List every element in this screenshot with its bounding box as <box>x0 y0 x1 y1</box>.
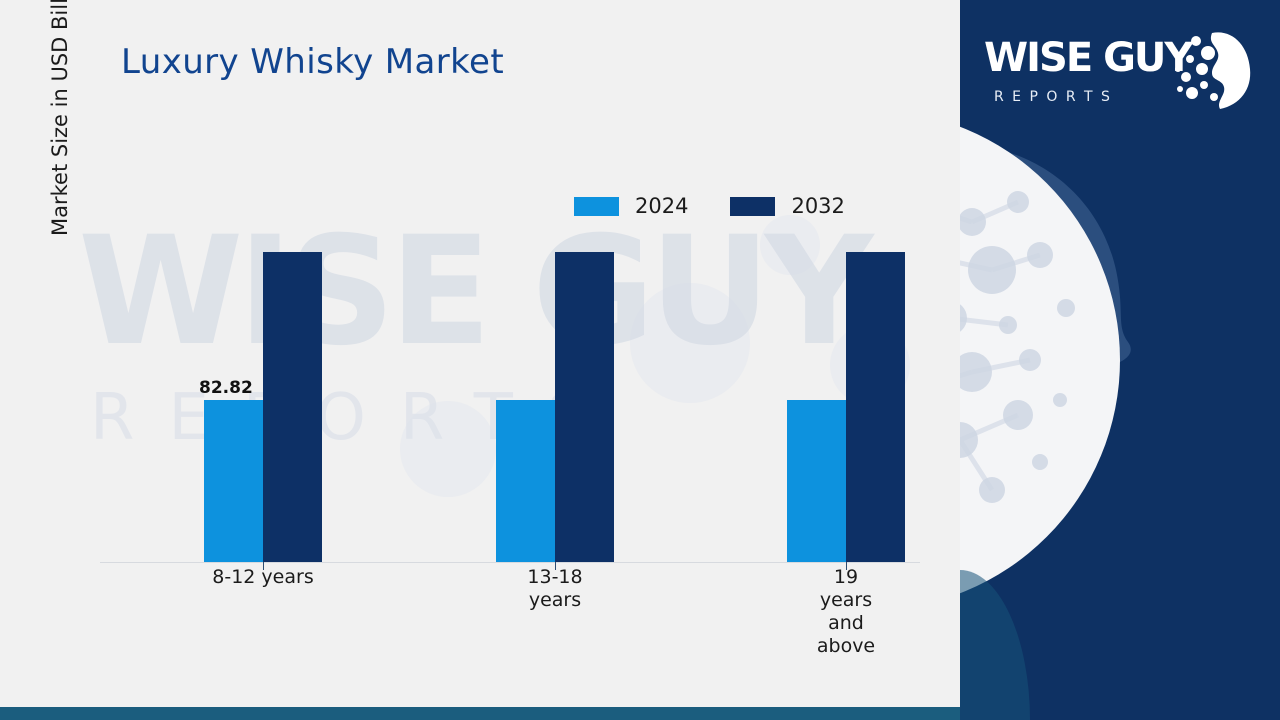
axis-tick-2 <box>846 562 847 570</box>
chart-legend: 2024 2032 <box>574 194 845 218</box>
footer-strip <box>0 707 960 720</box>
svg-text:R E P O R T S: R E P O R T S <box>994 89 1112 105</box>
bar-2032-8-12-years[interactable] <box>263 252 322 562</box>
plot-area: 82.82 8-12 years 13-18 years 19 years an… <box>100 252 920 657</box>
x-axis-line <box>100 562 920 563</box>
brand-logo: WISE GUY R E P O R T S <box>984 32 1251 110</box>
category-label-8-12-years: 8-12 years <box>212 566 314 588</box>
legend-item-2032[interactable]: 2032 <box>730 194 845 218</box>
bar-2032-19-years-and-above[interactable] <box>846 252 905 562</box>
category-label-19-years-and-above: 19 years and above <box>816 566 876 657</box>
legend-label-2032: 2032 <box>791 194 845 218</box>
legend-swatch-2024 <box>574 196 619 216</box>
network-dots-icon <box>960 191 1075 503</box>
axis-tick-0 <box>263 562 264 570</box>
legend-swatch-2032 <box>730 196 776 216</box>
bar-2032-13-18-years[interactable] <box>555 252 614 562</box>
brand-panel: WISE GUY R E P O R T S <box>960 0 1280 720</box>
bar-2024-13-18-years[interactable] <box>496 400 555 562</box>
svg-text:WISE GUY: WISE GUY <box>984 35 1194 81</box>
bar-value-label-8-12-years: 82.82 <box>199 378 253 398</box>
bar-2024-19-years-and-above[interactable] <box>787 400 846 562</box>
page-title: Luxury Whisky Market <box>121 42 505 82</box>
legend-label-2024: 2024 <box>635 194 689 218</box>
axis-tick-1 <box>555 562 556 570</box>
legend-item-2024[interactable]: 2024 <box>574 194 688 218</box>
bar-2024-8-12-years[interactable] <box>204 400 263 562</box>
category-label-13-18-years: 13-18 years <box>527 566 583 611</box>
